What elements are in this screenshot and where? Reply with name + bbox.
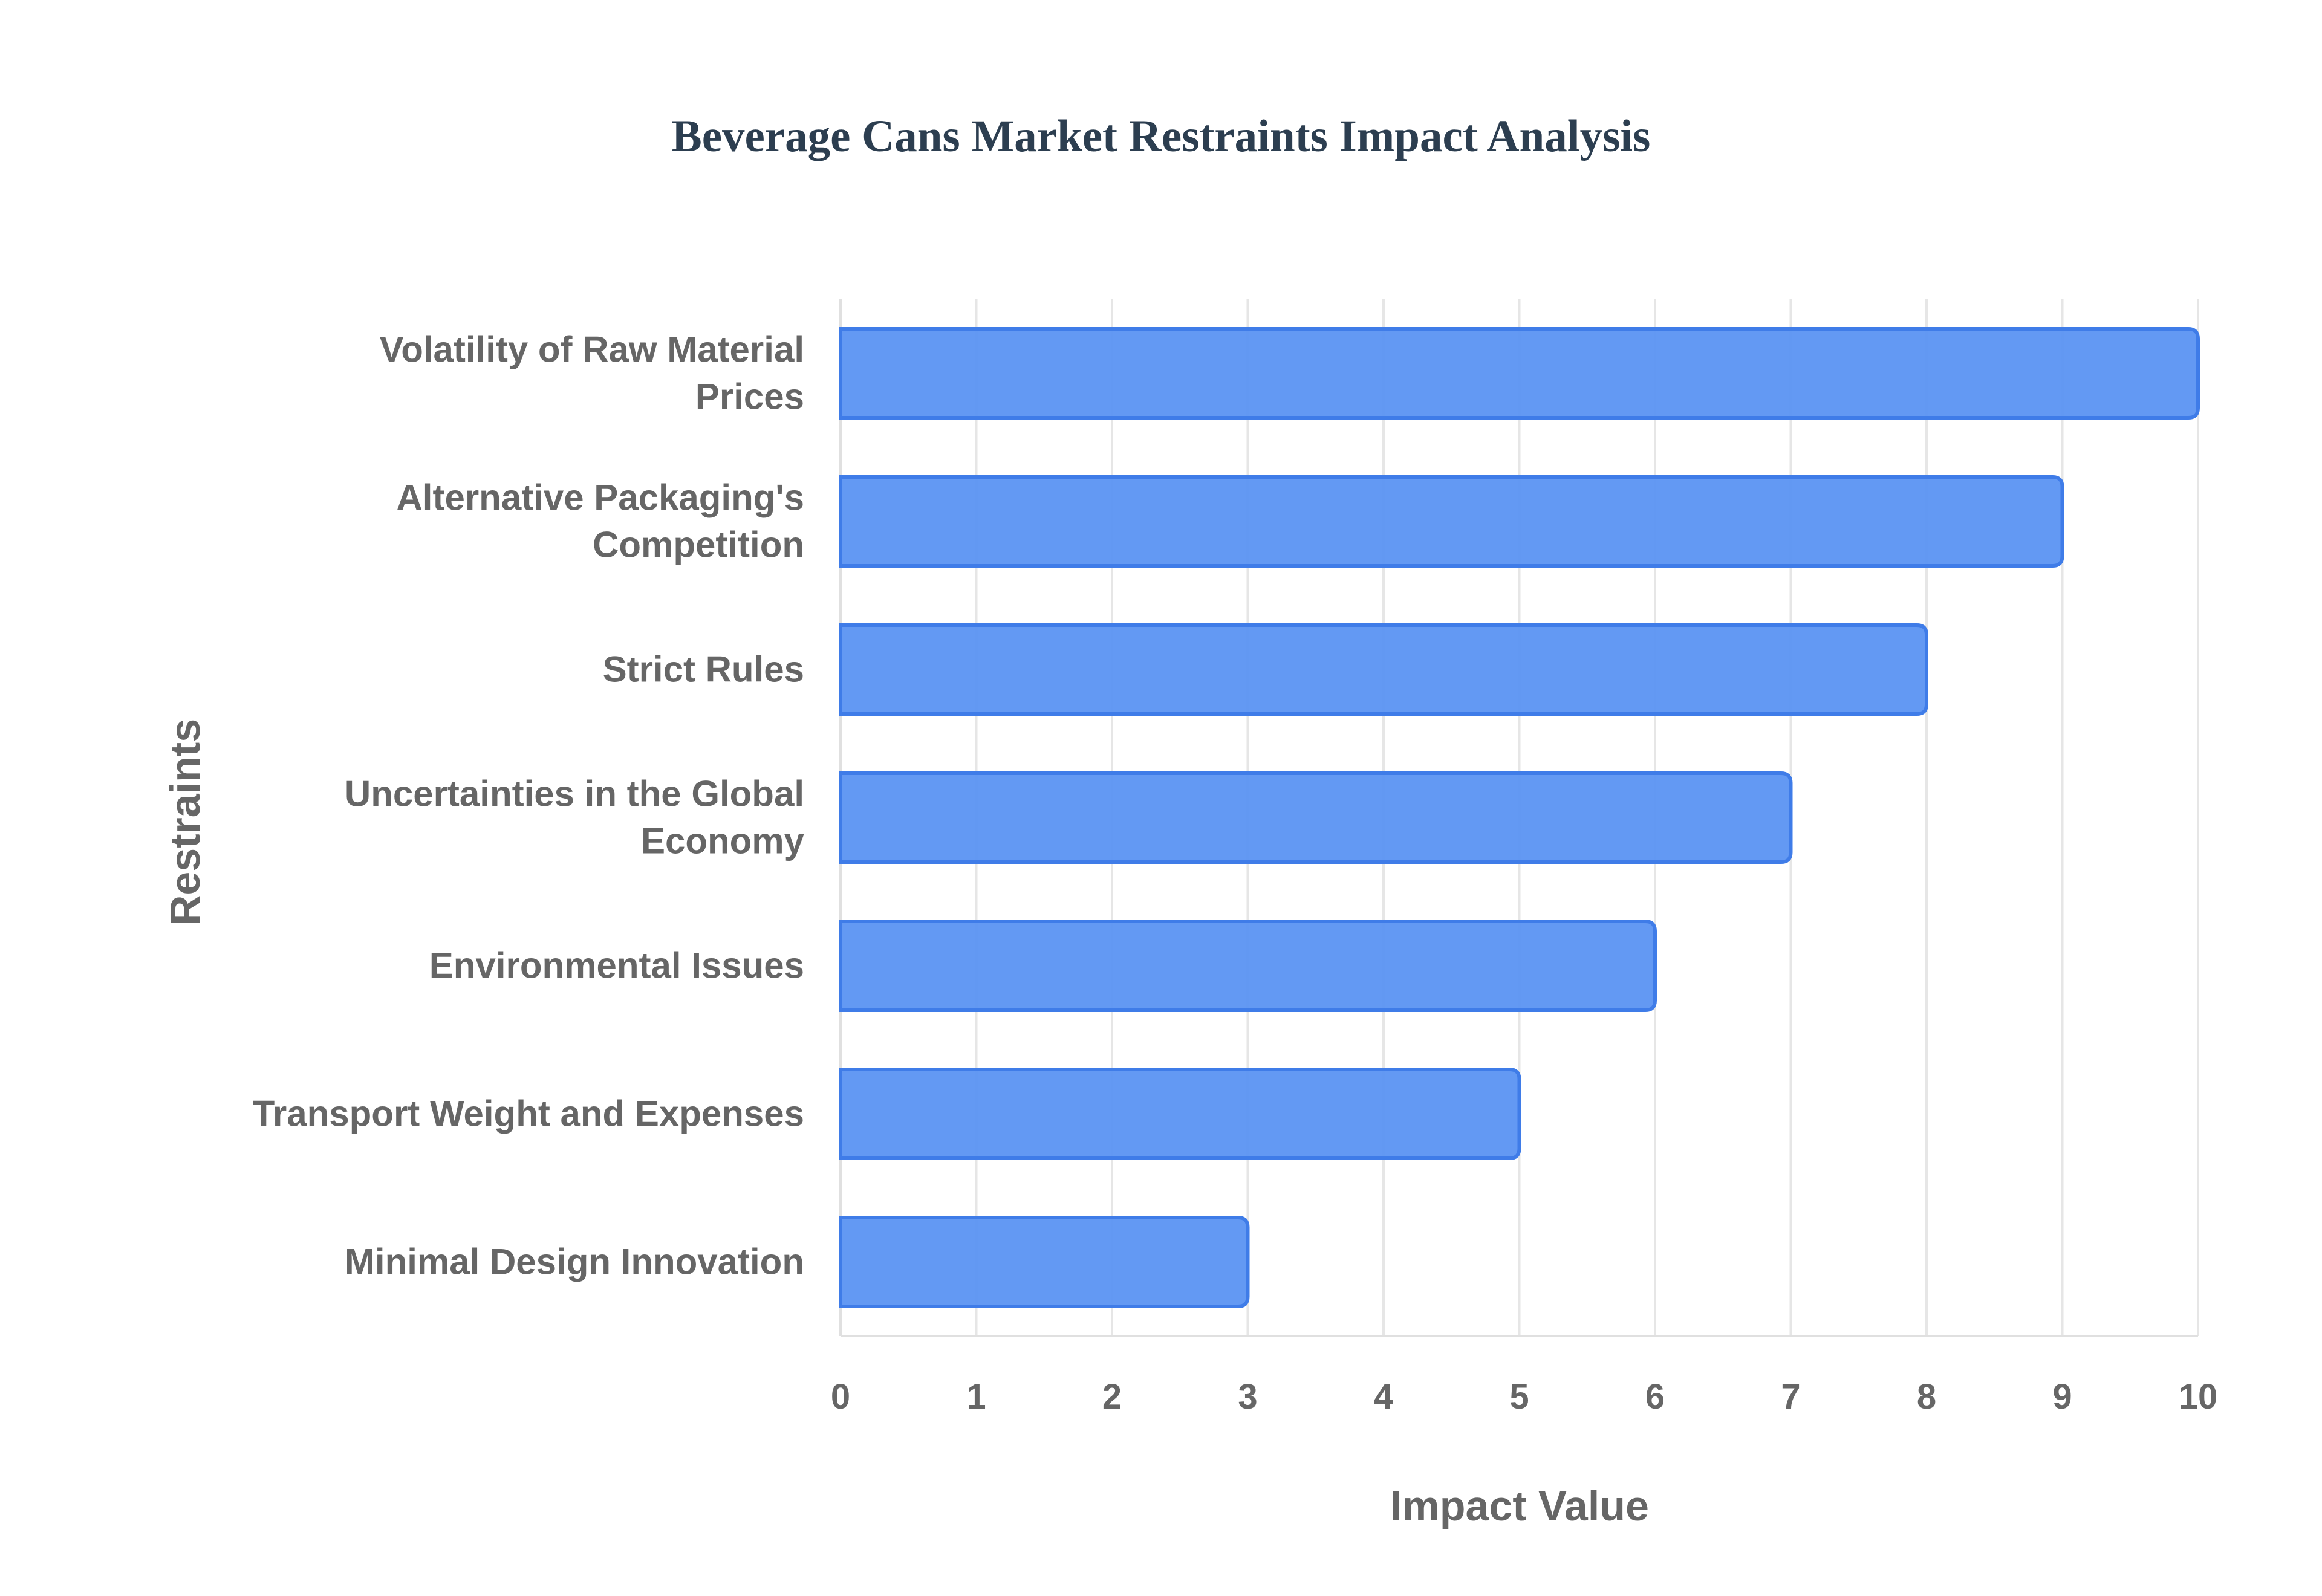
category-label-line: Competition <box>593 525 804 565</box>
category-label-line: Economy <box>641 821 805 861</box>
x-tick-label: 5 <box>1509 1377 1529 1416</box>
bar <box>839 1068 1521 1160</box>
x-tick-label: 3 <box>1238 1377 1257 1416</box>
category-label: Environmental Issues <box>429 946 804 986</box>
bar <box>839 475 2064 568</box>
category-label-line: Volatility of Raw Material <box>380 329 804 370</box>
category-labels: Volatility of Raw Material Prices Alternat… <box>253 329 805 1282</box>
category-label: Minimal Design Innovation <box>345 1242 804 1282</box>
category-label-line: Strict Rules <box>603 649 804 690</box>
category-label-line: Transport Weight and Expenses <box>253 1094 804 1134</box>
bar <box>839 623 1928 716</box>
x-tick-label: 4 <box>1374 1377 1393 1416</box>
x-tick-label: 1 <box>966 1377 986 1416</box>
category-label: Alternative Packaging's Competition <box>396 478 804 565</box>
x-tick-label: 2 <box>1102 1377 1122 1416</box>
bar <box>839 771 1793 864</box>
x-tick-label: 8 <box>1917 1377 1936 1416</box>
category-label-line: Alternative Packaging's <box>396 478 804 518</box>
x-tick-label: 10 <box>2179 1377 2218 1416</box>
chart-title: Beverage Cans Market Restraints Impact A… <box>672 111 1651 161</box>
category-label-line: Environmental Issues <box>429 946 804 986</box>
y-axis-title: Restraints <box>161 719 209 926</box>
category-label-line: Minimal Design Innovation <box>345 1242 804 1282</box>
x-tick-label: 9 <box>2052 1377 2072 1416</box>
category-label: Volatility of Raw Material Prices <box>380 329 804 417</box>
category-label: Uncertainties in the Global Economy <box>345 774 805 861</box>
category-label: Strict Rules <box>603 649 804 690</box>
category-label-line: Uncertainties in the Global <box>345 774 804 814</box>
x-axis-ticks: 0 1 2 3 4 5 6 7 8 9 10 <box>831 1377 2217 1416</box>
x-tick-label: 6 <box>1645 1377 1665 1416</box>
bar <box>839 327 2200 420</box>
x-tick-label: 7 <box>1781 1377 1800 1416</box>
bars <box>839 327 2200 1308</box>
category-label-line: Prices <box>695 377 804 417</box>
bar <box>839 920 1657 1012</box>
category-label: Transport Weight and Expenses <box>253 1094 804 1134</box>
x-axis-title: Impact Value <box>1390 1482 1649 1529</box>
x-tick-label: 0 <box>831 1377 850 1416</box>
bar <box>839 1216 1250 1308</box>
